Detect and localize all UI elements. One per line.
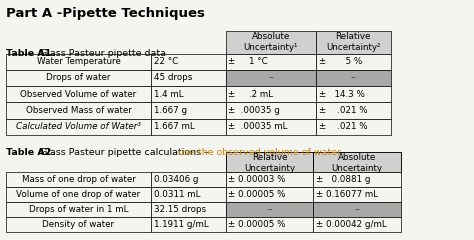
Text: ± 0.00003 %: ± 0.00003 % bbox=[228, 175, 286, 184]
Text: ±     1 °C: ± 1 °C bbox=[228, 57, 268, 66]
Text: 1.667 mL: 1.667 mL bbox=[154, 122, 194, 132]
Text: Part A -Pipette Techniques: Part A -Pipette Techniques bbox=[6, 7, 205, 20]
Text: Observed Mass of water: Observed Mass of water bbox=[26, 106, 131, 115]
Bar bbox=[316, 31, 391, 54]
Text: ±    .021 %: ± .021 % bbox=[319, 106, 367, 115]
Text: ± 0.00005 %: ± 0.00005 % bbox=[228, 220, 286, 229]
Text: ±   0.0881 g: ± 0.0881 g bbox=[316, 175, 371, 184]
Text: Drops of water in 1 mL: Drops of water in 1 mL bbox=[29, 205, 128, 214]
Text: ±  .00035 mL: ± .00035 mL bbox=[228, 122, 288, 132]
Text: ±   14.3 %: ± 14.3 % bbox=[319, 90, 365, 99]
Bar bbox=[151, 202, 226, 217]
Text: 1.667 g: 1.667 g bbox=[154, 106, 187, 115]
Text: –: – bbox=[355, 205, 360, 214]
Text: –: – bbox=[267, 205, 272, 214]
Text: Water Temperature: Water Temperature bbox=[36, 57, 120, 66]
Bar bbox=[151, 70, 226, 86]
Bar bbox=[226, 86, 316, 102]
Bar bbox=[313, 152, 401, 172]
Text: 1.1911 g/mL: 1.1911 g/mL bbox=[154, 220, 209, 229]
Text: Mass of one drop of water: Mass of one drop of water bbox=[21, 175, 136, 184]
Bar bbox=[313, 152, 401, 172]
Bar bbox=[313, 202, 401, 217]
Text: 22 °C: 22 °C bbox=[154, 57, 178, 66]
Bar bbox=[6, 172, 151, 187]
Text: ±    .021 %: ± .021 % bbox=[319, 122, 367, 132]
Bar bbox=[151, 119, 226, 135]
Bar bbox=[313, 172, 401, 187]
Bar bbox=[226, 119, 316, 135]
Bar bbox=[226, 152, 313, 172]
Bar bbox=[226, 172, 313, 187]
Bar bbox=[6, 187, 151, 202]
Text: 0.0311 mL: 0.0311 mL bbox=[154, 190, 200, 199]
Bar bbox=[6, 119, 151, 135]
Bar bbox=[316, 54, 391, 70]
Text: Drops of water: Drops of water bbox=[46, 73, 111, 83]
Bar bbox=[151, 217, 226, 232]
Bar bbox=[313, 187, 401, 202]
Text: Relative
Uncertainty: Relative Uncertainty bbox=[244, 153, 295, 173]
Text: –: – bbox=[268, 73, 273, 83]
Text: 0.03406 g: 0.03406 g bbox=[154, 175, 198, 184]
Text: Glass Pasteur pipette calculations –: Glass Pasteur pipette calculations – bbox=[37, 148, 212, 156]
Bar bbox=[151, 187, 226, 202]
Text: Absolute
Uncertainty¹: Absolute Uncertainty¹ bbox=[244, 32, 298, 52]
Text: use the observed volume of water: use the observed volume of water bbox=[178, 148, 341, 156]
Text: Calculated Volume of Water³: Calculated Volume of Water³ bbox=[16, 122, 141, 132]
Bar bbox=[151, 86, 226, 102]
Bar bbox=[151, 54, 226, 70]
Text: Volume of one drop of water: Volume of one drop of water bbox=[16, 190, 141, 199]
Bar bbox=[226, 187, 313, 202]
Bar bbox=[313, 217, 401, 232]
Text: ± 0.00005 %: ± 0.00005 % bbox=[228, 190, 286, 199]
Bar bbox=[151, 102, 226, 119]
Text: ± 0.16077 mL: ± 0.16077 mL bbox=[316, 190, 378, 199]
Bar bbox=[6, 202, 151, 217]
Text: Absolute
Uncertainty: Absolute Uncertainty bbox=[332, 153, 383, 173]
Bar bbox=[151, 172, 226, 187]
Text: ± 0.00042 g/mL: ± 0.00042 g/mL bbox=[316, 220, 387, 229]
Bar bbox=[226, 152, 313, 172]
Bar bbox=[226, 70, 316, 86]
Bar bbox=[6, 217, 151, 232]
Text: Table A2.: Table A2. bbox=[6, 148, 55, 156]
Bar bbox=[316, 86, 391, 102]
Text: ±  .00035 g: ± .00035 g bbox=[228, 106, 280, 115]
Text: ±       5 %: ± 5 % bbox=[319, 57, 362, 66]
Text: Observed Volume of water: Observed Volume of water bbox=[20, 90, 137, 99]
Bar bbox=[6, 54, 151, 70]
Text: Density of water: Density of water bbox=[42, 220, 115, 229]
Bar bbox=[226, 217, 313, 232]
Bar bbox=[6, 86, 151, 102]
Bar bbox=[316, 102, 391, 119]
Bar bbox=[226, 202, 313, 217]
Text: Table A1.: Table A1. bbox=[6, 49, 55, 58]
Text: Glass Pasteur pipette data: Glass Pasteur pipette data bbox=[37, 49, 166, 58]
Text: 1.4 mL: 1.4 mL bbox=[154, 90, 183, 99]
Bar bbox=[226, 54, 316, 70]
Bar bbox=[6, 70, 151, 86]
Bar bbox=[316, 70, 391, 86]
Text: Relative
Uncertainty²: Relative Uncertainty² bbox=[326, 32, 380, 52]
Bar bbox=[316, 119, 391, 135]
Text: –: – bbox=[351, 73, 356, 83]
Bar bbox=[226, 31, 316, 54]
Text: 45 drops: 45 drops bbox=[154, 73, 192, 83]
Bar bbox=[6, 102, 151, 119]
Text: 32.15 drops: 32.15 drops bbox=[154, 205, 206, 214]
Text: ±     .2 mL: ± .2 mL bbox=[228, 90, 273, 99]
Bar bbox=[226, 102, 316, 119]
